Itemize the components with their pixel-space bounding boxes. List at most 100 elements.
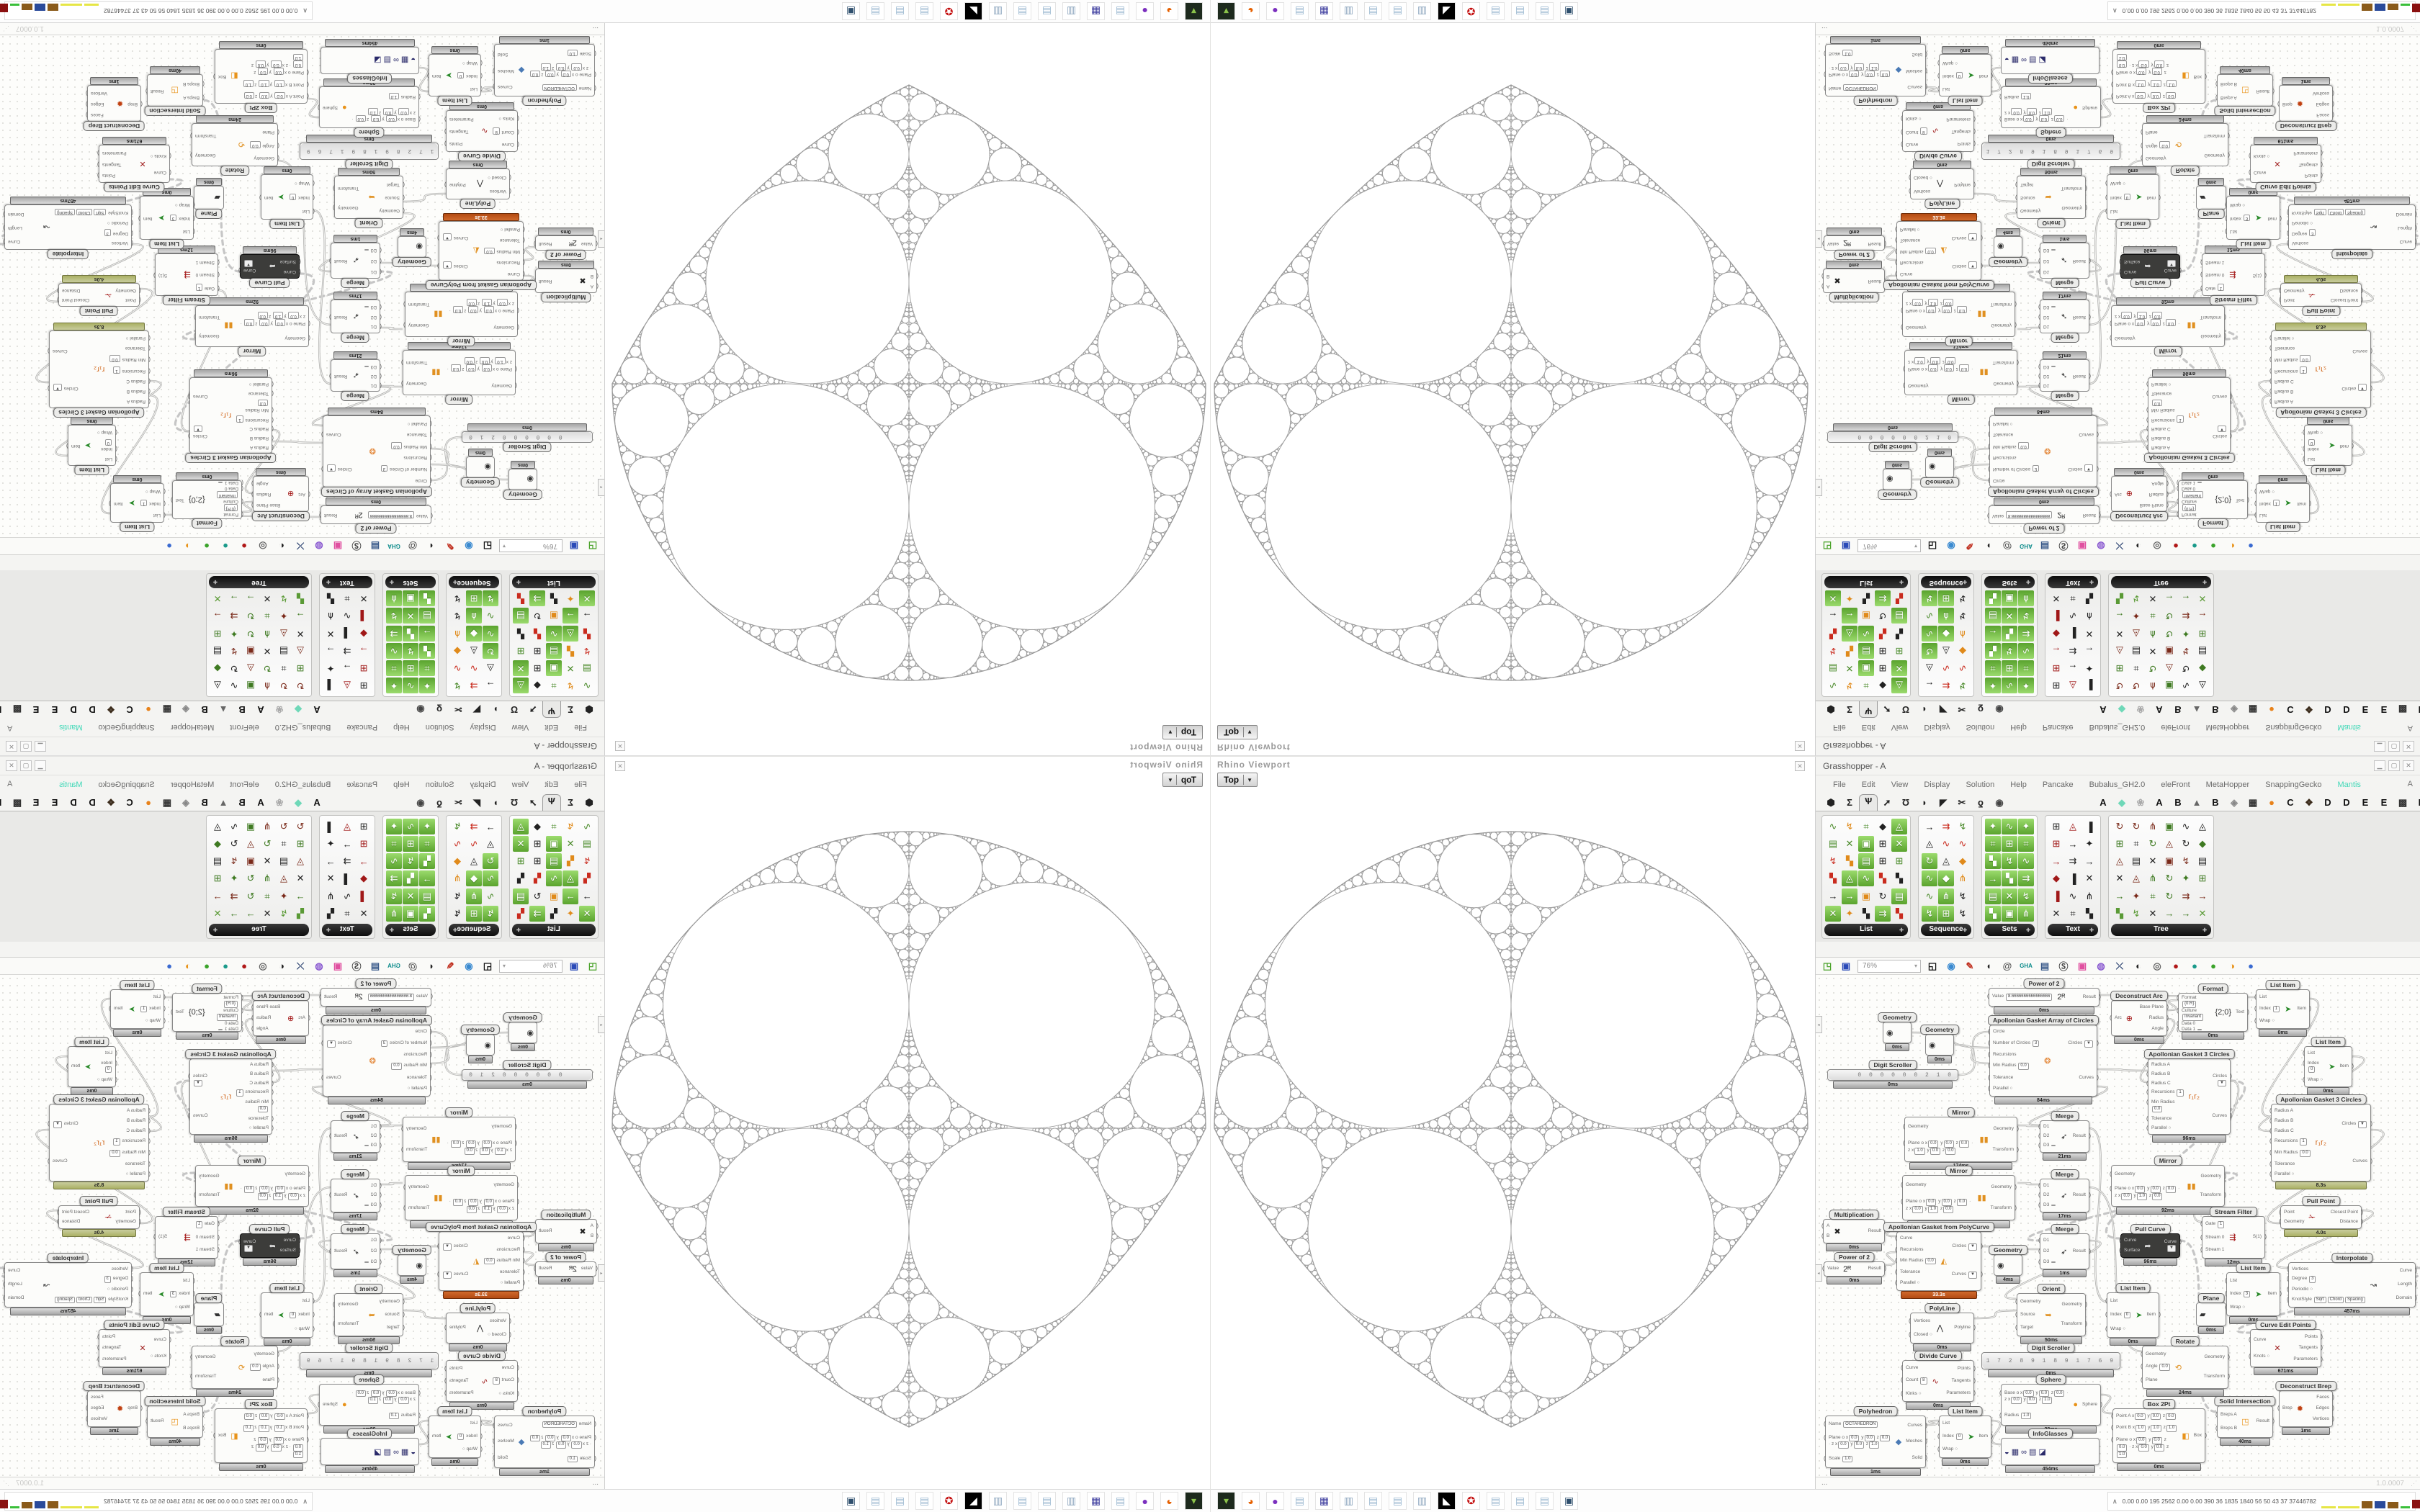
- gh-node[interactable]: Pull CurveCurveSurface➦Curve ▼96ms: [2119, 1224, 2182, 1266]
- ribbon-icon[interactable]: ✦: [419, 819, 435, 834]
- gh-input-port[interactable]: D1: [2041, 269, 2051, 274]
- ribbon-icon[interactable]: →: [2197, 891, 2208, 902]
- gh-output-port[interactable]: Sphere: [321, 104, 340, 110]
- gh-node[interactable]: List ItemListIndex 3Wrap ○➤Item0ms: [2226, 188, 2280, 249]
- zoom-level-dropdown[interactable]: 76%: [499, 959, 563, 973]
- ribbon-icon[interactable]: ⌗: [386, 836, 402, 852]
- ribbon-icon[interactable]: ▚: [1879, 873, 1886, 884]
- blue-ball-icon[interactable]: ●: [2248, 541, 2254, 552]
- printer-doc-icon[interactable]: ▥: [1413, 1492, 1431, 1510]
- gh-input-port[interactable]: Target: [2015, 1324, 2035, 1331]
- gh-input-port[interactable]: Geometry: [113, 1219, 138, 1225]
- gh-node[interactable]: Pull CurveCurveSurface➦Curve ▼96ms: [240, 1224, 300, 1266]
- gh-node[interactable]: Apollonian Gasket 3 CirclesRadius ARadiu…: [2143, 369, 2235, 463]
- gh-output-port[interactable]: Circles ▼: [2202, 1073, 2232, 1087]
- gh-input-port[interactable]: Wrap ○: [95, 429, 115, 435]
- tab-plugin-e[interactable]: E: [2362, 704, 2369, 715]
- gh-title-bar[interactable]: Grasshopper - A ▁ ▢ ✕: [1816, 757, 2420, 775]
- gh-node-label[interactable]: Geometry: [1989, 257, 2027, 267]
- ribbon-icon[interactable]: ▤: [279, 855, 289, 867]
- menu-item-file[interactable]: File: [574, 723, 587, 732]
- gh-input-port[interactable]: Index 1: [2257, 499, 2282, 507]
- tab-transform[interactable]: ƍ: [436, 797, 442, 808]
- gh-output-port[interactable]: Result: [537, 240, 554, 246]
- gh-output-port[interactable]: Circles ▼: [2339, 1120, 2372, 1128]
- ribbon-icon[interactable]: ∿: [1942, 662, 1950, 674]
- menu-item-bubalus_gh2.0[interactable]: Bubalus_GH2.0: [274, 780, 331, 789]
- remote-panel-icon[interactable]: @: [408, 960, 418, 971]
- gh-input-port[interactable]: Degree 3: [2290, 229, 2318, 236]
- gh-node-label[interactable]: Pull Curve: [2130, 1224, 2171, 1234]
- gh-canvas[interactable]: Power of 2Value 8.66666666666666662ᴿResu…: [0, 35, 604, 537]
- ribbon-group-label[interactable]: Tree: [209, 924, 309, 936]
- ribbon-icon[interactable]: ▚: [1846, 645, 1853, 657]
- gh-node[interactable]: Box 2PtPoint A x0.0 y0.0 z0.0Point B x1.…: [2111, 1399, 2207, 1471]
- gh-input-port[interactable]: D3: [2041, 247, 2058, 253]
- gh-node-label[interactable]: Mirror: [1945, 1166, 1973, 1176]
- gh-output-port[interactable]: Result: [322, 994, 339, 1000]
- ribbon-icon[interactable]: ◆: [1879, 821, 1886, 832]
- maximize-button[interactable]: ▢: [20, 760, 32, 771]
- ribbon-icon[interactable]: ⋔: [2148, 680, 2157, 691]
- gh-node-label[interactable]: Plane: [2197, 1293, 2225, 1303]
- gh-output-port[interactable]: Result: [537, 278, 554, 284]
- tab-plugin-c[interactable]: C: [126, 704, 133, 715]
- gh-input-port[interactable]: Index 0: [94, 438, 115, 451]
- ribbon-icon[interactable]: ◬: [2166, 662, 2173, 674]
- panel-fold-arrow-icon[interactable]: ◂: [598, 479, 604, 496]
- gh-output-port[interactable]: Polyline: [447, 181, 468, 187]
- gh-node[interactable]: Plane ▰ 0ms: [2196, 1293, 2226, 1334]
- ribbon-icon[interactable]: ⊞: [1938, 905, 1954, 922]
- gh-input-port[interactable]: Geometry: [1903, 1123, 1931, 1130]
- gh-input-port[interactable]: Vertices: [488, 188, 508, 194]
- gh-input-port[interactable]: Knots ○: [2249, 1353, 2272, 1360]
- tab-plugin-grid[interactable]: ▦: [2248, 797, 2258, 808]
- gh-node-label[interactable]: Apollonian Gasket Array of Circles: [1988, 487, 2099, 497]
- status-menu[interactable]: ...: [592, 1479, 599, 1487]
- gh-output-port[interactable]: Polyline: [1952, 1324, 1976, 1331]
- gh-node-label[interactable]: PolyLine: [1924, 199, 1960, 209]
- gh-node-label[interactable]: Orient: [354, 1284, 383, 1294]
- gh-output-port[interactable]: Result: [2071, 372, 2088, 379]
- gh-input-port[interactable]: Index 3: [167, 1290, 192, 1298]
- ribbon-icon[interactable]: ∿: [583, 821, 591, 832]
- tab-plugin-e3[interactable]: E: [0, 796, 8, 811]
- cat-app-icon[interactable]: ◣: [1438, 1492, 1456, 1510]
- gh-node-label[interactable]: List Item: [2311, 465, 2346, 475]
- gh-input-port[interactable]: Min Radius 0.0: [107, 1150, 148, 1157]
- gh-output-port[interactable]: Geometry: [1989, 1184, 2016, 1191]
- tab-plugin-d[interactable]: D: [2324, 797, 2331, 808]
- menu-item-metahopper[interactable]: MetaHopper: [170, 780, 215, 789]
- menu-item-display[interactable]: Display: [1924, 780, 1950, 789]
- gh-node-label[interactable]: Mirror: [1947, 1107, 1975, 1117]
- tab-plugin-mountain[interactable]: ▲: [218, 704, 228, 715]
- gh-input-port[interactable]: Data 0: [223, 1021, 241, 1027]
- gh-node[interactable]: Geometry ◉ 0ms: [503, 1012, 542, 1051]
- tab-plugin-e[interactable]: E: [51, 704, 58, 715]
- firefox-icon[interactable]: ◕: [1160, 2, 1178, 20]
- ribbon-icon[interactable]: ▐: [327, 821, 334, 832]
- gh-node[interactable]: List ItemListIndex 0Wrap ○➤Item0ms: [1939, 46, 1991, 106]
- gh-input-port[interactable]: Recursions 1: [2146, 1089, 2187, 1097]
- gh-output-port[interactable]: Angle: [2149, 480, 2166, 486]
- maximize-button[interactable]: ▢: [20, 741, 32, 752]
- ribbon-icon[interactable]: ▤: [2197, 645, 2208, 657]
- ribbon-icon[interactable]: →: [1828, 891, 1838, 902]
- gh-output-port[interactable]: Closest Point: [60, 1210, 91, 1215]
- gh-input-port[interactable]: Value: [579, 1266, 595, 1272]
- gh-output-port[interactable]: Result: [148, 1418, 166, 1424]
- gh-node[interactable]: SphereBase o x0.0 y0.0 z0.0 · z x0.0 y0.…: [1999, 1374, 2102, 1434]
- ribbon-icon[interactable]: ▚: [327, 593, 334, 605]
- gh-input-port[interactable]: Kinks ○: [1904, 115, 1924, 121]
- gh-node[interactable]: PolyLineVerticesClosed ○⋀Polyline0ms: [446, 161, 510, 209]
- ribbon-icon[interactable]: ↻: [263, 838, 272, 850]
- gh-node[interactable]: MirrorGeometryPlane o x0.0 y0.0 z0.0 · z…: [2111, 297, 2225, 356]
- gh-input-port[interactable]: Gate 1: [193, 1221, 217, 1229]
- ribbon-icon[interactable]: ▚: [1879, 628, 1886, 639]
- tab-mesh[interactable]: ◤: [1940, 704, 1947, 715]
- ribbon-icon[interactable]: ✕: [2052, 593, 2061, 605]
- preview-eye-icon[interactable]: ◉: [465, 960, 473, 971]
- tab-display[interactable]: ◉: [1995, 797, 2004, 808]
- gh-input-port[interactable]: Stream 0: [2200, 1234, 2226, 1241]
- gh-input-port[interactable]: Geometry: [113, 287, 138, 293]
